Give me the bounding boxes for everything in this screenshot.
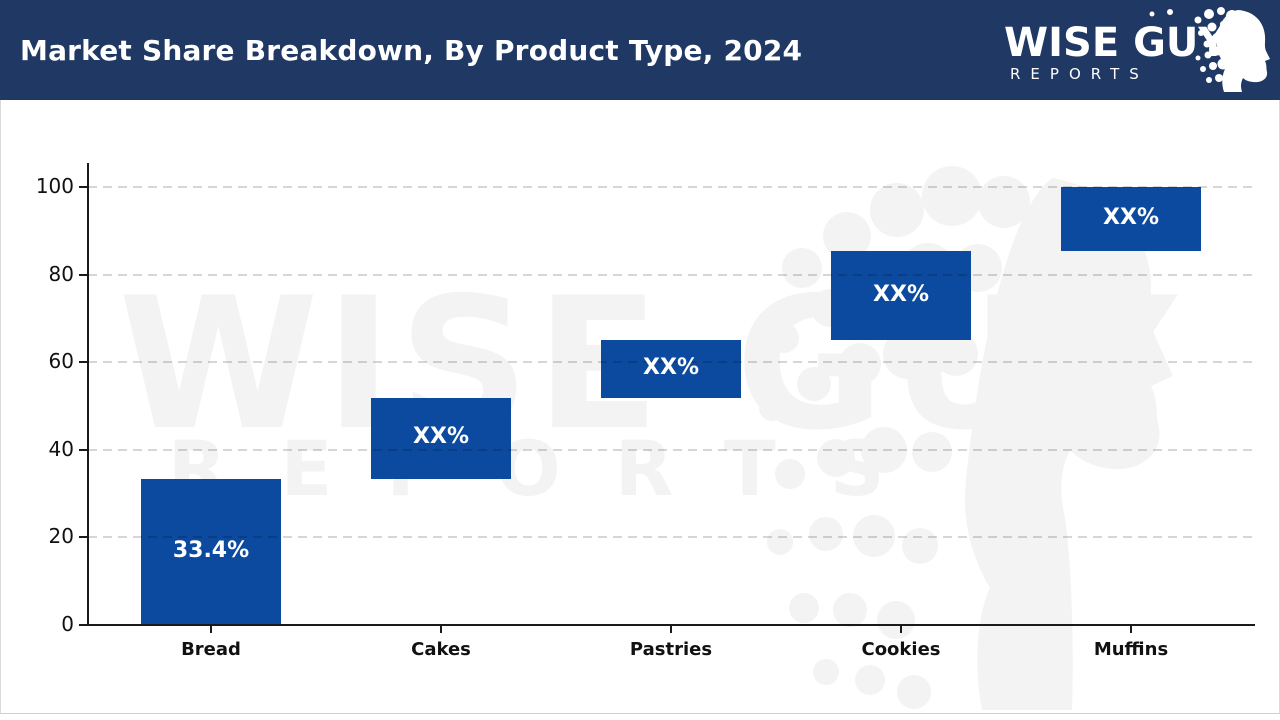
y-tick [79,361,87,364]
bar-value-label: XX% [413,424,469,450]
bar [601,340,741,399]
x-category-label: Pastries [629,639,713,660]
brand-logo-subtext: REPORTS [1010,65,1149,83]
x-tick [440,626,442,633]
bar-value-label: XX% [873,281,929,307]
y-tick-label: 40 [48,436,74,461]
y-tick-label: 80 [48,261,74,286]
gridline [88,361,1254,364]
bar-value-label: XX% [1103,205,1159,231]
bar-value-label: XX% [643,355,699,381]
gridline [88,186,1254,188]
x-axis-line [87,624,1255,626]
y-tick [79,273,87,276]
y-tick [79,536,87,539]
x-category-label: Bread [181,639,241,660]
watermark-subtext: REPORTS [168,424,939,513]
gridline [88,448,1254,451]
x-tick [900,626,902,633]
y-tick-label: 0 [61,612,74,636]
bar [141,478,281,625]
watermark-face-icon [759,166,1173,710]
page-title: Market Share Breakdown, By Product Type,… [20,33,803,67]
brand-logo: WISE GUY REPORTS [1004,7,1270,92]
bar-value-label: 33.4% [172,537,250,563]
x-category-label: Muffins [1093,639,1169,660]
x-category-label: Cakes [411,639,471,660]
y-tick-label: 100 [35,174,74,198]
x-tick [210,626,212,633]
bar [1061,187,1201,252]
brand-logo-face-icon [1216,10,1270,92]
bar [831,251,971,341]
y-tick [79,186,87,188]
y-axis-line [87,163,89,626]
gridline [88,536,1254,539]
y-tick-label: 20 [48,524,74,549]
y-tick [79,624,87,626]
header: Market Share Breakdown, By Product Type,… [0,0,1280,100]
y-tick [79,448,87,451]
x-tick [670,626,672,633]
gridline [88,273,1254,276]
x-tick [1130,626,1132,633]
bar [371,398,511,479]
x-category-label: Cookies [861,639,941,660]
y-tick-label: 60 [48,349,74,374]
brand-logo-text: WISE GUY [1004,20,1228,66]
